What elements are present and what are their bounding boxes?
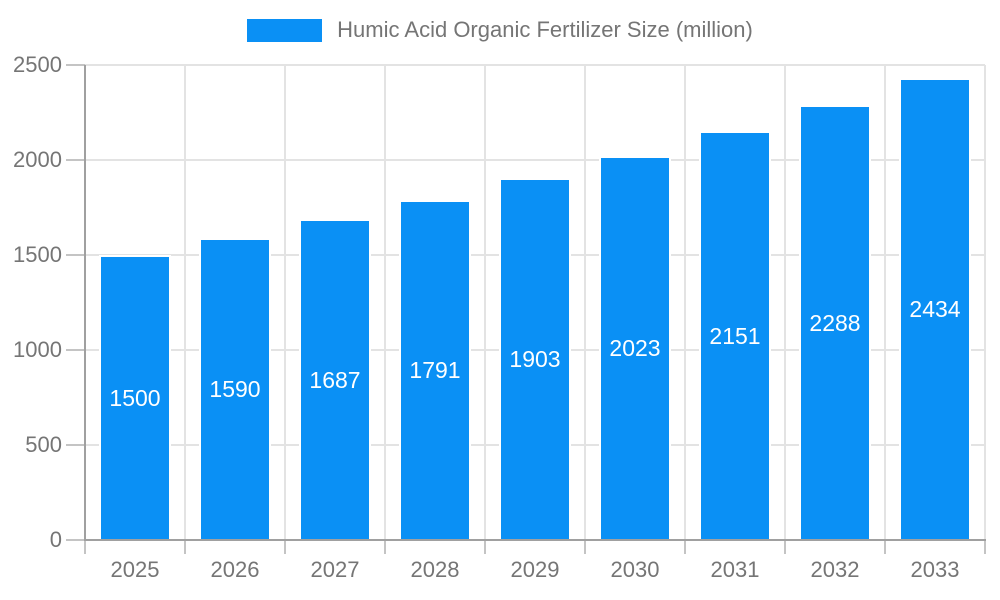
legend-label: Humic Acid Organic Fertilizer Size (mill… [337,17,753,42]
bar[interactable] [399,199,471,540]
legend-item[interactable]: Humic Acid Organic Fertilizer Size (mill… [0,17,1000,43]
x-axis-tick-label: 2030 [610,557,660,582]
x-axis-tick [284,540,286,554]
bar-value-label: 1903 [509,346,561,373]
y-axis-tick-label: 500 [25,432,62,457]
bar[interactable] [499,178,571,540]
gridline-vertical [684,65,686,540]
x-axis-tick [384,540,386,554]
y-axis-tick-label: 2500 [13,52,62,77]
y-axis-tick [66,444,85,446]
x-axis-tick-label: 2032 [810,557,860,582]
bar-value-label: 2151 [709,322,761,349]
bar[interactable] [199,237,271,540]
gridline-vertical [784,65,786,540]
y-axis-tick-label: 1500 [13,242,62,267]
x-axis-tick [484,540,486,554]
gridline-vertical [384,65,386,540]
x-axis-tick [84,540,86,554]
x-axis-tick [884,540,886,554]
bar-value-label: 2434 [909,295,961,322]
x-axis-tick-label: 2026 [210,557,260,582]
bar[interactable] [899,77,971,540]
gridline-vertical [284,65,286,540]
bar-value-label: 1500 [109,384,161,411]
gridline-vertical [484,65,486,540]
x-axis-tick [984,540,986,554]
y-axis-tick-label: 1000 [13,337,62,362]
bar-value-label: 1687 [309,366,361,393]
bar[interactable] [799,105,871,540]
bar[interactable] [699,131,771,540]
x-axis-tick-label: 2027 [310,557,360,582]
y-axis-tick [66,254,85,256]
bar-value-label: 1590 [209,375,261,402]
y-axis-tick [66,349,85,351]
x-axis-tick-label: 2025 [110,557,160,582]
x-axis-tick [584,540,586,554]
bar-value-label: 1791 [409,356,461,383]
gridline-vertical [184,65,186,540]
gridline-horizontal [85,64,985,66]
x-axis-tick [184,540,186,554]
y-axis-tick [66,64,85,66]
bar[interactable] [99,255,171,540]
bar-value-label: 2288 [809,309,861,336]
x-axis-tick-label: 2031 [710,557,760,582]
y-axis-tick-label: 0 [49,527,62,552]
y-axis-tick [66,159,85,161]
bar[interactable] [599,155,671,540]
y-axis-tick [66,539,85,541]
x-axis-tick-label: 2029 [510,557,560,582]
y-axis-tick-label: 2000 [13,147,62,172]
x-axis-tick-label: 2028 [410,557,460,582]
y-axis-line [84,65,86,540]
bar-value-label: 2023 [609,334,661,361]
legend-swatch [247,18,323,42]
x-axis-tick-label: 2033 [910,557,960,582]
x-axis-tick [684,540,686,554]
gridline-vertical [584,65,586,540]
bar[interactable] [299,219,371,540]
x-axis-tick [784,540,786,554]
